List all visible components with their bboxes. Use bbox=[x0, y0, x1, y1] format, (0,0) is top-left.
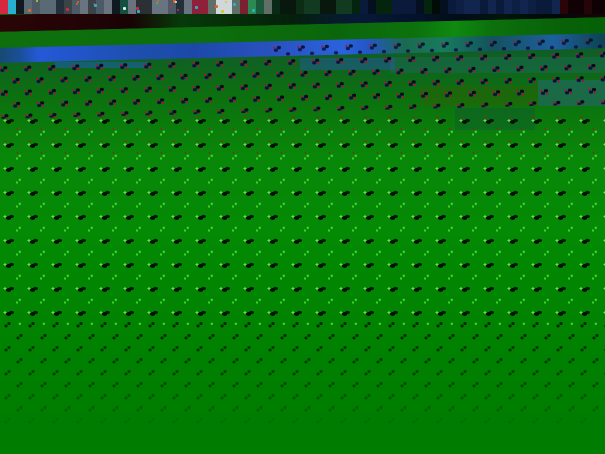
noise-block bbox=[304, 0, 312, 14]
noise-block bbox=[408, 0, 416, 14]
noise-block bbox=[184, 0, 192, 14]
noise-block bbox=[296, 0, 304, 14]
noise-block bbox=[176, 0, 184, 14]
noise-block bbox=[456, 0, 464, 14]
noise-block bbox=[288, 0, 296, 14]
noise-block bbox=[0, 0, 8, 14]
noise-block bbox=[512, 0, 520, 14]
glitch-band-stack bbox=[0, 0, 605, 119]
noise-block bbox=[376, 0, 384, 14]
noise-block bbox=[80, 0, 88, 14]
noise-block bbox=[88, 0, 96, 14]
noise-block bbox=[360, 0, 368, 14]
noise-block bbox=[328, 0, 336, 14]
noise-block bbox=[416, 0, 424, 14]
noise-block bbox=[160, 0, 168, 14]
noise-block bbox=[56, 0, 64, 14]
noise-block bbox=[344, 0, 352, 14]
noise-block bbox=[488, 0, 496, 14]
noise-block bbox=[432, 0, 440, 14]
noise-block bbox=[496, 0, 504, 14]
noise-block bbox=[424, 0, 432, 14]
noise-block bbox=[192, 0, 200, 14]
noise-block bbox=[72, 0, 80, 14]
noise-block bbox=[64, 0, 72, 14]
noise-block bbox=[152, 0, 160, 14]
noise-block bbox=[248, 0, 256, 14]
noise-block bbox=[520, 0, 528, 14]
noise-block bbox=[368, 0, 376, 14]
texture-fade-zone bbox=[0, 318, 605, 434]
noise-block bbox=[352, 0, 360, 14]
noise-block bbox=[400, 0, 408, 14]
noise-strip bbox=[0, 0, 605, 14]
noise-block bbox=[224, 0, 232, 14]
noise-block bbox=[112, 0, 120, 14]
noise-block bbox=[232, 0, 240, 14]
noise-block bbox=[312, 0, 320, 14]
noise-block bbox=[104, 0, 112, 14]
noise-block bbox=[576, 0, 584, 14]
noise-block bbox=[272, 0, 280, 14]
noise-block bbox=[544, 0, 552, 14]
noise-block bbox=[128, 0, 136, 14]
noise-block bbox=[168, 0, 176, 14]
noise-block bbox=[264, 0, 272, 14]
noise-block bbox=[592, 0, 600, 14]
noise-block bbox=[464, 0, 472, 14]
noise-block bbox=[96, 0, 104, 14]
noise-block bbox=[48, 0, 56, 14]
noise-block bbox=[600, 0, 605, 14]
noise-block bbox=[256, 0, 264, 14]
noise-block bbox=[472, 0, 480, 14]
noise-block bbox=[216, 0, 224, 14]
noise-block bbox=[200, 0, 208, 14]
noise-block bbox=[280, 0, 288, 14]
noise-block bbox=[120, 0, 128, 14]
noise-block bbox=[440, 0, 448, 14]
noise-block bbox=[24, 0, 32, 14]
noise-block bbox=[240, 0, 248, 14]
noise-block bbox=[552, 0, 560, 14]
noise-block bbox=[136, 0, 144, 14]
noise-block bbox=[384, 0, 392, 14]
noise-block bbox=[144, 0, 152, 14]
noise-block bbox=[528, 0, 536, 14]
noise-block bbox=[8, 0, 16, 14]
noise-block bbox=[16, 0, 24, 14]
texture-sparkle-zone bbox=[0, 115, 605, 325]
noise-block bbox=[536, 0, 544, 14]
noise-block bbox=[568, 0, 576, 14]
noise-block bbox=[392, 0, 400, 14]
noise-block bbox=[504, 0, 512, 14]
noise-block bbox=[336, 0, 344, 14]
noise-block bbox=[480, 0, 488, 14]
noise-block bbox=[584, 0, 592, 14]
noise-block bbox=[560, 0, 568, 14]
noise-block bbox=[32, 0, 40, 14]
noise-block bbox=[40, 0, 48, 14]
noise-block bbox=[208, 0, 216, 14]
noise-block bbox=[448, 0, 456, 14]
noise-block bbox=[320, 0, 328, 14]
